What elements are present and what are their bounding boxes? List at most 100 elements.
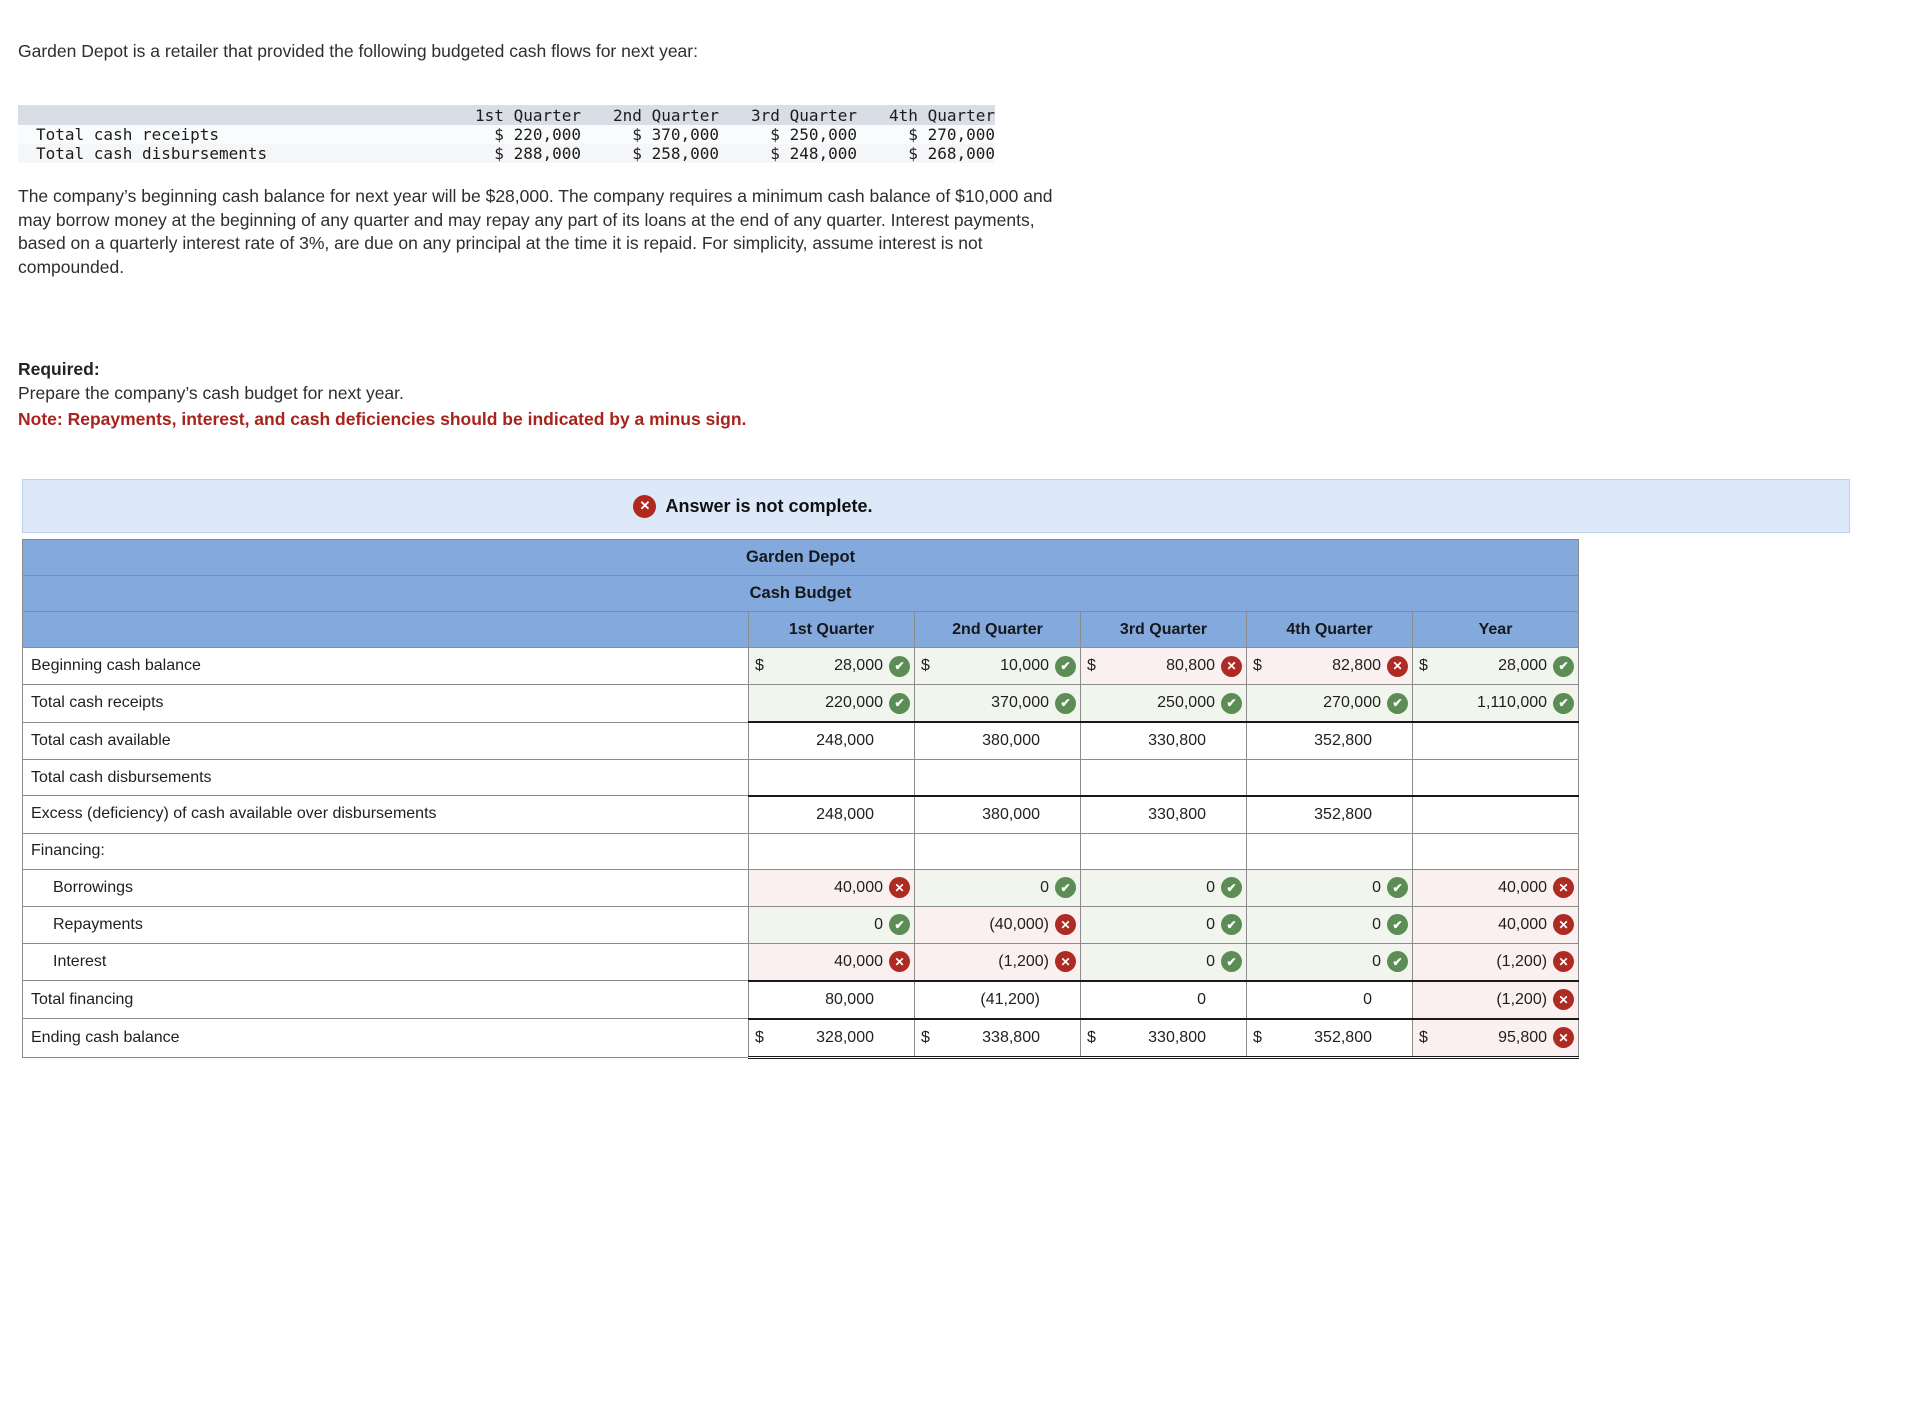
budget-cell[interactable]: $28,000 ✔: [748, 647, 915, 685]
budget-cell: [914, 759, 1081, 797]
dollar-sign: $: [921, 657, 930, 674]
table-row: Total cash receipts 220,000 ✔ 370,000 ✔ 250,0…: [22, 684, 1580, 723]
budget-cell-content: 270,000 ✔: [1248, 685, 1412, 720]
minus-sign-note: Note: Repayments, interest, and cash def…: [18, 409, 747, 429]
dollar-sign: $: [1419, 1028, 1428, 1046]
budget-cell[interactable]: 0 ✔: [1080, 868, 1247, 907]
answer-status-banner: ✕ Answer is not complete.: [22, 479, 1850, 533]
cell-value: 40,000: [834, 952, 883, 970]
budget-cell[interactable]: (1,200) ✕: [1411, 980, 1580, 1020]
required-label: Required:: [18, 359, 100, 379]
budget-cell[interactable]: 370,000 ✔: [914, 684, 1081, 723]
problem-intro: Garden Depot is a retailer that provided…: [18, 41, 698, 61]
budget-cell[interactable]: 40,000 ✕: [1411, 905, 1580, 944]
budget-cell[interactable]: (40,000) ✕: [914, 905, 1081, 944]
table-row: Financing:: [22, 832, 1580, 870]
budget-cell[interactable]: $28,000 ✔: [1411, 647, 1580, 685]
flows-cell: $ 250,000: [719, 125, 857, 144]
budget-cell[interactable]: 40,000 ✕: [748, 942, 915, 982]
cell-value: 270,000: [1323, 694, 1381, 711]
check-icon: ✔: [1387, 877, 1408, 898]
check-icon: ✔: [889, 655, 910, 677]
cell-value: 0: [1372, 952, 1381, 970]
budget-cell[interactable]: $95,800 ✕: [1411, 1018, 1580, 1059]
cell-value: 0: [1206, 915, 1215, 933]
flows-cell: $ 288,000: [443, 144, 581, 163]
cell-value: (1,200): [998, 952, 1049, 970]
budget-cell[interactable]: 220,000 ✔: [748, 684, 915, 723]
table-row: Total cash disbursements: [22, 759, 1580, 797]
budget-cell: (41,200): [914, 980, 1081, 1020]
check-icon: ✔: [889, 692, 910, 714]
cell-value: 0: [1363, 990, 1372, 1008]
budget-cell[interactable]: 0 ✔: [1246, 905, 1413, 944]
budget-cell-content: 0 ✔: [1082, 907, 1246, 942]
budget-cell-content: 1,110,000 ✔: [1414, 685, 1578, 720]
budget-cell[interactable]: 270,000 ✔: [1246, 684, 1413, 723]
budget-cell: [1411, 832, 1580, 870]
budget-cell-content: 0 ✔: [1082, 944, 1246, 979]
budget-cell: [1411, 759, 1580, 797]
budgeted-cash-flows-table: 1st Quarter 2nd Quarter 3rd Quarter 4th Qua…: [18, 105, 995, 163]
budget-cell-content: 248,000: [750, 797, 914, 833]
budget-cell: [1080, 759, 1247, 797]
budget-cell[interactable]: 250,000 ✔: [1080, 684, 1247, 723]
budget-cell[interactable]: 1,110,000 ✔: [1411, 684, 1580, 723]
cell-value: 0: [1197, 990, 1206, 1008]
flows-cell: $ 270,000: [857, 125, 995, 144]
budget-row-label: Total cash available: [22, 721, 749, 760]
budget-cell[interactable]: 0 ✔: [1246, 942, 1413, 982]
budget-cell[interactable]: 0 ✔: [1246, 868, 1413, 907]
cell-value: 40,000: [1498, 878, 1548, 896]
x-icon: ✕: [1221, 655, 1242, 677]
budget-cell: [748, 832, 915, 870]
budget-cell[interactable]: 0 ✔: [1080, 942, 1247, 982]
x-icon: ✕: [1553, 989, 1575, 1010]
budget-cell: 248,000: [748, 795, 915, 834]
budget-cell-content: 0 ✔: [916, 870, 1080, 905]
budget-cell-content: 250,000 ✔: [1082, 685, 1246, 720]
flows-header-row: 1st Quarter 2nd Quarter 3rd Quarter 4th Qua…: [18, 105, 995, 125]
dollar-sign: $: [755, 1028, 764, 1046]
paragraph-line: compounded.: [18, 256, 125, 277]
quarter-column-header: 2nd Quarter: [914, 611, 1081, 648]
table-row: Repayments 0 ✔ (40,000) ✕ 0 ✔ 0 ✔ 40,000 ✕: [22, 905, 1580, 944]
budget-cell[interactable]: 0 ✔: [1080, 905, 1247, 944]
cell-value: 220,000: [825, 694, 883, 711]
table-row: Beginning cash balance $28,000 ✔ $10,000 ✔ $8…: [22, 647, 1580, 685]
budget-cell[interactable]: $80,800 ✕: [1080, 647, 1247, 685]
dollar-sign: $: [921, 1028, 930, 1046]
budget-cell: 380,000: [914, 795, 1081, 834]
check-icon: ✔: [1221, 951, 1242, 972]
budget-cell[interactable]: 0 ✔: [748, 905, 915, 944]
budget-cell: [748, 759, 915, 797]
budget-cell: 0: [1080, 980, 1247, 1020]
budget-cell-content: 40,000 ✕: [1414, 907, 1578, 942]
quarter-column-header: Year: [1411, 611, 1580, 648]
cell-value: 0: [874, 915, 883, 933]
paragraph-line: may borrow money at the beginning of any…: [18, 209, 1035, 230]
cell-value: 40,000: [1498, 915, 1548, 933]
flows-cell: $ 268,000: [857, 144, 995, 163]
budget-cell[interactable]: $82,800 ✕: [1246, 647, 1413, 685]
cell-value: 250,000: [1157, 694, 1215, 711]
cell-value: 0: [1206, 878, 1215, 896]
budget-cell[interactable]: 40,000 ✕: [748, 868, 915, 907]
budget-cell-content: 0 ✔: [1248, 870, 1412, 905]
table-row: Total cash available 248,000 380,000 330,80…: [22, 721, 1580, 760]
budget-cell[interactable]: 40,000 ✕: [1411, 868, 1580, 907]
budget-cell-content: 330,800: [1082, 797, 1246, 833]
dollar-sign: $: [1253, 657, 1262, 674]
table-row: Borrowings 40,000 ✕ 0 ✔ 0 ✔ 0 ✔ 40,000 ✕: [22, 868, 1580, 907]
budget-cell[interactable]: 0 ✔: [914, 868, 1081, 907]
budget-row-label: Interest: [22, 942, 749, 981]
x-icon: ✕: [1553, 914, 1575, 935]
budget-cell[interactable]: (1,200) ✕: [1411, 942, 1580, 982]
budget-cell[interactable]: $10,000 ✔: [914, 647, 1081, 685]
flows-cell: $ 258,000: [581, 144, 719, 163]
budget-row-label: Financing:: [22, 832, 749, 870]
budget-cell[interactable]: (1,200) ✕: [914, 942, 1081, 982]
cell-value: 0: [1372, 915, 1381, 933]
budget-cell: [1411, 721, 1580, 760]
flows-header-spacer: [18, 105, 443, 125]
